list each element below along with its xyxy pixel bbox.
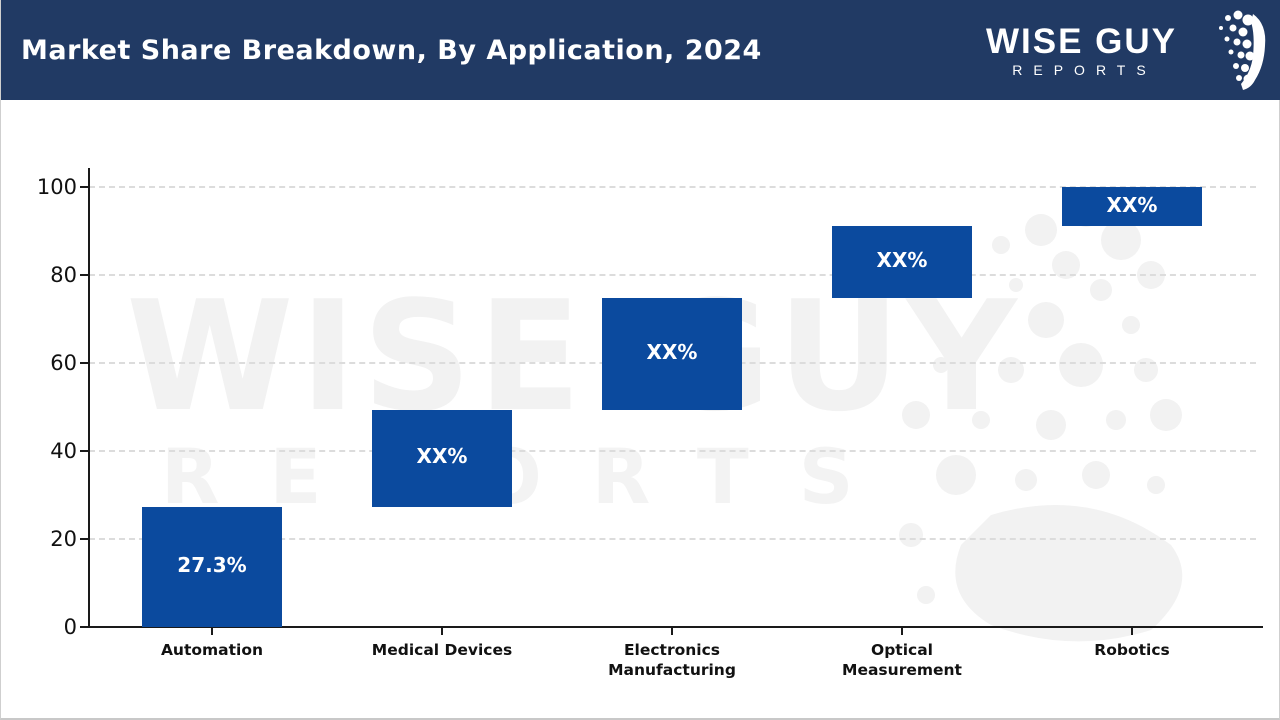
x-axis-tick xyxy=(1131,628,1133,635)
y-axis-tick xyxy=(80,450,88,452)
x-axis-category-label: Medical Devices xyxy=(371,641,513,659)
y-axis-tick-label: 20 xyxy=(50,527,77,551)
bar-electronics-manufacturing xyxy=(602,297,742,410)
y-axis-tick xyxy=(80,274,88,276)
bar-value-label: XX% xyxy=(646,339,698,364)
bar-value-label: XX% xyxy=(876,248,928,273)
y-axis-line xyxy=(88,168,90,628)
chart-title: Market Share Breakdown, By Application, … xyxy=(21,34,762,66)
y-axis-tick xyxy=(80,186,88,188)
bar-medical-devices xyxy=(372,409,512,507)
gridline-y20 xyxy=(89,538,1256,540)
bar-value-label: 27.3% xyxy=(177,552,247,577)
y-axis-tick-label: 40 xyxy=(50,439,77,463)
bar-robotics xyxy=(1062,187,1202,227)
logo-reports-label: REPORTS xyxy=(1012,61,1157,78)
gridline-y80 xyxy=(89,274,1256,276)
logo-face-icon xyxy=(1219,10,1266,90)
y-axis-tick xyxy=(80,538,88,540)
x-axis-category-label: Robotics xyxy=(1094,641,1170,659)
x-axis-tick xyxy=(901,628,903,635)
bar-optical-measurement xyxy=(832,226,972,298)
x-axis-category-label: Automation xyxy=(160,641,264,659)
x-axis-category-label: Optical Measurement xyxy=(842,641,962,679)
bar-value-label: XX% xyxy=(1106,192,1158,217)
x-axis-tick xyxy=(441,628,443,635)
x-axis-tick xyxy=(671,628,673,635)
y-axis-tick xyxy=(80,362,88,364)
logo-text: WISE GUY REPORTS xyxy=(985,21,1177,78)
wise-guy-reports-logo: WISE GUY REPORTS xyxy=(986,8,1267,92)
logo-wiseguy-label: WISE GUY xyxy=(985,21,1177,61)
y-axis-tick-label: 80 xyxy=(50,263,77,287)
bar-automation xyxy=(142,506,282,627)
gridline-y100 xyxy=(89,186,1256,188)
x-axis-line xyxy=(88,626,1263,628)
x-axis-tick xyxy=(211,628,213,635)
y-axis-tick-label: 100 xyxy=(36,175,77,199)
x-axis-category-label: Electronics Manufacturing xyxy=(608,641,736,679)
bar-value-label: XX% xyxy=(416,444,468,469)
gridline-y40 xyxy=(89,450,1256,452)
header-bar: Market Share Breakdown, By Application, … xyxy=(1,0,1280,100)
y-axis-tick xyxy=(80,626,88,628)
y-axis-tick-label: 0 xyxy=(63,615,77,639)
y-axis-tick-label: 60 xyxy=(50,351,77,375)
